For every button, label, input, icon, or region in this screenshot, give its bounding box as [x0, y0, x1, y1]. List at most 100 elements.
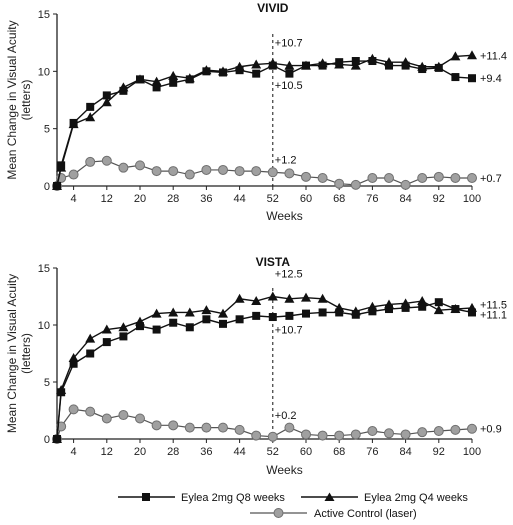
vivid-chart-panel: 0 5 10 15 4 12 20 28 36 44 52 60 68 76 84 92 100 Weeks Mea…	[5, 1, 507, 223]
data-point-circle	[350, 429, 361, 440]
data-point-circle	[201, 422, 212, 433]
data-point-circle	[417, 172, 428, 183]
data-point-circle	[168, 166, 179, 177]
data-point-square	[302, 61, 310, 70]
data-point-triangle	[168, 307, 179, 317]
data-point-triangle	[317, 293, 328, 303]
x-tick-label: 84	[399, 193, 411, 205]
x-tick-label: 12	[101, 446, 113, 458]
x-tick-label: 52	[267, 193, 279, 205]
data-point-triangle	[433, 305, 444, 315]
y-axis-label: Mean Change in Visual Acuity	[5, 274, 19, 433]
data-point-circle	[118, 410, 129, 421]
data-point-square	[418, 302, 427, 311]
data-point-triangle	[450, 51, 461, 61]
x-tick-label: 36	[200, 193, 212, 205]
data-point-square	[69, 359, 78, 368]
data-point-circle	[118, 162, 129, 173]
data-point-circle	[135, 160, 145, 171]
data-point-square	[401, 303, 410, 312]
data-point-circle	[267, 167, 278, 178]
data-point-square	[468, 74, 476, 83]
x-tick-label: 100	[463, 446, 481, 458]
data-point-square	[252, 69, 261, 78]
x-tick-label: 76	[366, 193, 378, 205]
data-point-square	[285, 311, 294, 320]
x-axis-label: Weeks	[266, 463, 302, 477]
data-point-square	[451, 305, 460, 314]
data-point-square	[268, 313, 277, 322]
x-tick-label: 100	[463, 193, 481, 205]
data-point-circle	[101, 413, 112, 424]
data-point-square	[69, 118, 78, 127]
data-point-square	[119, 332, 128, 341]
y-tick-label: 0	[44, 434, 50, 446]
y-tick-label: 5	[44, 124, 50, 136]
data-point-circle	[400, 179, 411, 190]
x-tick-label: 28	[167, 193, 179, 205]
data-point-circle	[350, 179, 361, 190]
data-point-square	[368, 307, 377, 316]
legend-item-q8: Eylea 2mg Q8 weeks	[118, 492, 285, 504]
data-point-square	[53, 182, 61, 190]
data-point-circle	[218, 164, 228, 175]
data-point-circle	[433, 171, 444, 182]
data-point-circle	[201, 164, 212, 175]
x-tick-label: 4	[71, 193, 77, 205]
x-tick-label: 60	[300, 193, 312, 205]
data-point-circle	[234, 424, 245, 435]
data-point-circle	[68, 404, 79, 415]
x-tick-label: 44	[233, 446, 245, 458]
data-point-circle	[450, 172, 461, 183]
data-point-square	[86, 349, 95, 358]
data-point-square	[202, 315, 211, 324]
data-point-circle	[334, 430, 345, 441]
data-label: +0.7	[480, 173, 502, 185]
data-point-square	[169, 78, 178, 87]
data-point-triangle	[284, 293, 295, 303]
data-label: +11.5	[480, 299, 507, 311]
x-tick-label: 4	[71, 446, 77, 458]
x-axis-label: Weeks	[266, 209, 302, 223]
data-point-circle	[467, 172, 477, 183]
data-point-triangle	[184, 307, 195, 317]
data-label: +10.7	[275, 38, 303, 50]
data-point-square	[268, 61, 277, 70]
data-point-circle	[267, 431, 278, 442]
y-tick-label: 15	[38, 9, 50, 21]
data-point-square	[53, 435, 61, 443]
data-point-square	[57, 161, 66, 170]
data-point-circle	[433, 426, 444, 437]
data-point-square	[385, 61, 393, 70]
vista-chart-panel: 0 5 10 15 4 12 20 28 36 44 52 60 68 76 84 92 100 Weeks Mea…	[5, 255, 507, 477]
data-point-square	[57, 388, 66, 397]
data-point-square	[202, 67, 211, 76]
data-point-circle	[301, 429, 311, 440]
x-tick-label: 68	[333, 446, 345, 458]
data-point-circle	[367, 172, 378, 183]
data-point-triangle	[350, 60, 361, 70]
data-label: +10.5	[275, 80, 303, 92]
data-point-circle	[184, 169, 195, 180]
data-point-square	[335, 308, 344, 317]
data-point-circle	[384, 428, 394, 439]
legend-marker-square	[142, 493, 150, 501]
data-point-triangle	[234, 293, 245, 303]
data-label: +12.5	[275, 269, 303, 281]
data-point-circle	[301, 171, 311, 182]
data-point-circle	[135, 413, 145, 424]
data-point-square	[351, 57, 360, 66]
data-point-square	[434, 63, 443, 72]
data-point-triangle	[101, 97, 112, 107]
legend-label-q4: Eylea 2mg Q4 weeks	[364, 492, 468, 504]
data-point-triangle	[201, 305, 212, 315]
data-point-circle	[417, 427, 428, 438]
data-point-circle	[68, 169, 79, 180]
x-tick-label: 84	[399, 446, 411, 458]
data-point-circle	[384, 172, 394, 183]
data-point-square	[335, 58, 344, 67]
legend: Eylea 2mg Q8 weeks Eylea 2mg Q4 weeks Ac…	[118, 492, 468, 520]
x-tick-label: 20	[134, 446, 146, 458]
data-point-triangle	[85, 112, 96, 122]
